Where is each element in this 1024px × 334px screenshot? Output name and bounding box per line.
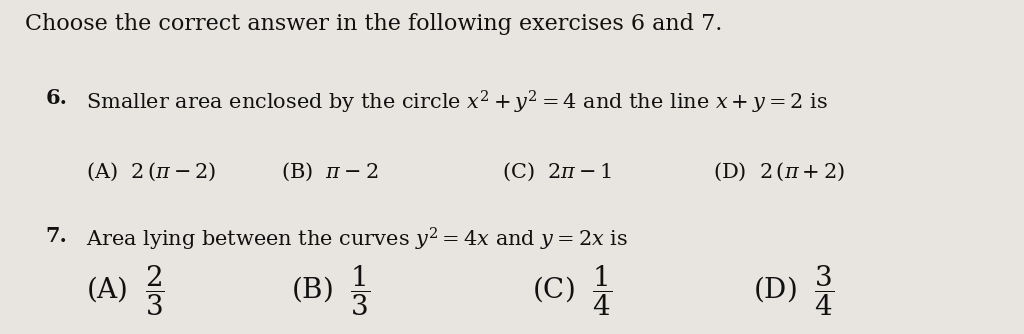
Text: (C)  $2\pi - 1$: (C) $2\pi - 1$	[502, 160, 612, 183]
Text: 6.: 6.	[45, 89, 68, 109]
Text: (D)  $\dfrac{3}{4}$: (D) $\dfrac{3}{4}$	[753, 263, 834, 318]
Text: (D)  $2\,(\pi + 2)$: (D) $2\,(\pi + 2)$	[713, 160, 845, 183]
Text: (A)  $\dfrac{2}{3}$: (A) $\dfrac{2}{3}$	[85, 263, 165, 318]
Text: 7.: 7.	[45, 226, 68, 246]
Text: Area lying between the curves $y^2 = 4x$ and $y = 2x$ is: Area lying between the curves $y^2 = 4x$…	[85, 226, 628, 253]
Text: (B)  $\pi - 2$: (B) $\pi - 2$	[282, 160, 379, 183]
Text: (C)  $\dfrac{1}{4}$: (C) $\dfrac{1}{4}$	[532, 263, 612, 318]
Text: Smaller area enclosed by the circle $x^2 + y^2 = 4$ and the line $x + y = 2$ is: Smaller area enclosed by the circle $x^2…	[85, 89, 827, 116]
Text: (B)  $\dfrac{1}{3}$: (B) $\dfrac{1}{3}$	[291, 263, 371, 318]
Text: (A)  $2\,(\pi - 2)$: (A) $2\,(\pi - 2)$	[85, 160, 216, 183]
Text: Choose the correct answer in the following exercises 6 and 7.: Choose the correct answer in the followi…	[26, 13, 723, 35]
